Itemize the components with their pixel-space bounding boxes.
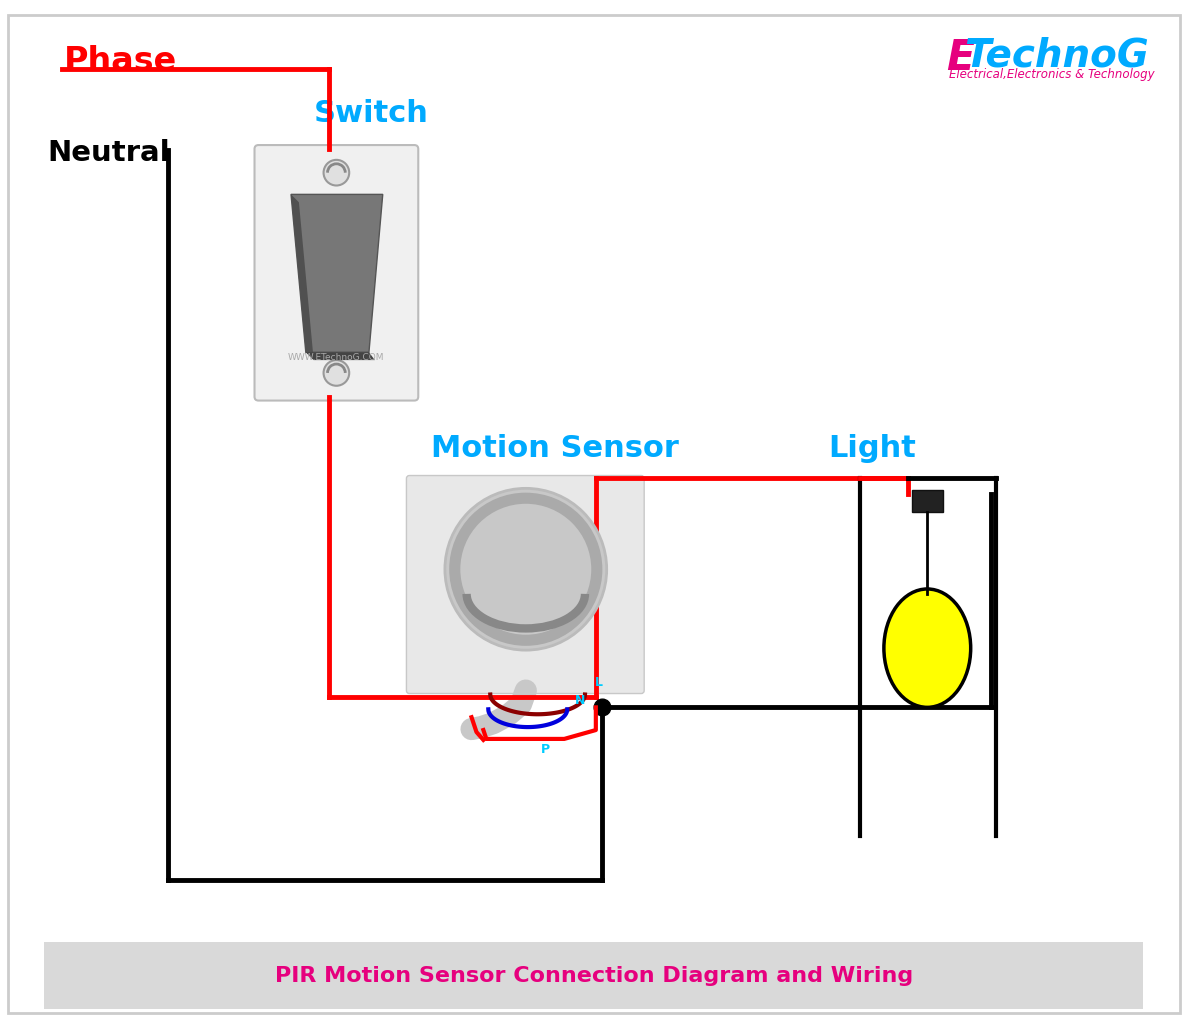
Text: Switch: Switch — [314, 99, 429, 128]
Bar — [45, 942, 1144, 1009]
Text: E: E — [946, 37, 974, 78]
Circle shape — [445, 488, 607, 650]
Polygon shape — [291, 194, 383, 353]
Text: Neutral: Neutral — [47, 139, 170, 167]
Polygon shape — [291, 194, 314, 360]
Text: L: L — [595, 676, 603, 689]
Text: TechnoG: TechnoG — [963, 37, 1149, 75]
Text: P: P — [541, 743, 550, 757]
Ellipse shape — [884, 589, 970, 707]
Circle shape — [324, 159, 349, 185]
Polygon shape — [306, 353, 374, 360]
Bar — [911, 490, 943, 512]
Text: N: N — [574, 694, 585, 707]
FancyBboxPatch shape — [407, 476, 644, 694]
Text: WWW.ETechnoG.COM: WWW.ETechnoG.COM — [288, 353, 384, 362]
Text: Electrical,Electronics & Technology: Electrical,Electronics & Technology — [949, 68, 1155, 81]
Text: Motion Sensor: Motion Sensor — [431, 435, 679, 464]
Circle shape — [324, 360, 349, 386]
Text: PIR Motion Sensor Connection Diagram and Wiring: PIR Motion Sensor Connection Diagram and… — [275, 965, 913, 986]
Text: Light: Light — [828, 435, 916, 464]
FancyBboxPatch shape — [254, 145, 418, 401]
Text: Phase: Phase — [64, 44, 177, 78]
